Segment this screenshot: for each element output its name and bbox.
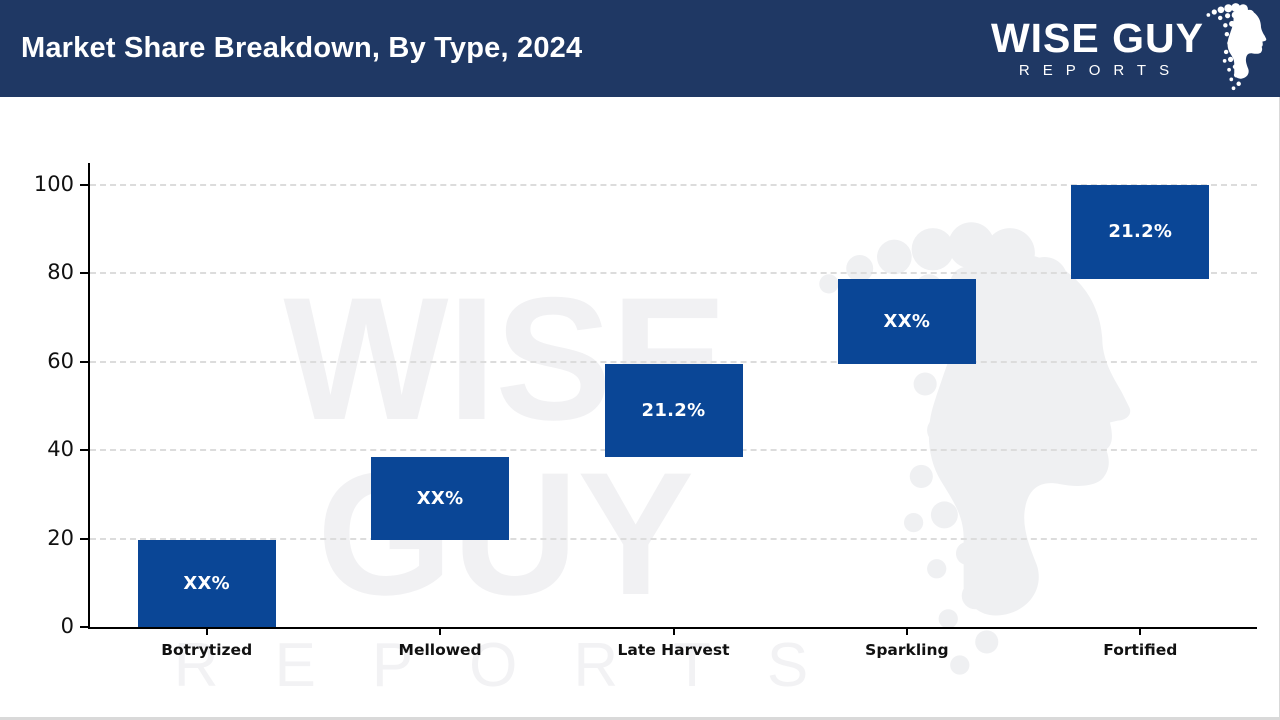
- x-axis-label-3: Sparkling: [865, 641, 949, 659]
- x-axis-tick-4: [1139, 627, 1142, 635]
- x-axis-label-4: Fortified: [1103, 641, 1178, 659]
- bar-late-harvest: 21.2%: [604, 363, 743, 458]
- x-axis-label-0: Botrytized: [161, 641, 253, 659]
- x-axis-tick-1: [439, 627, 442, 635]
- bar-value-label: XX%: [183, 572, 231, 594]
- brand-subtitle: REPORTS: [1018, 62, 1183, 79]
- y-axis-label-80: 80: [47, 260, 74, 285]
- bar-value-label: 21.2%: [1108, 221, 1173, 243]
- gridline-80: [90, 272, 1257, 275]
- bar-mellowed: XX%: [371, 457, 510, 540]
- y-axis-tick-80: [80, 272, 89, 275]
- bar-fortified: 21.2%: [1071, 185, 1210, 279]
- bar-botrytized: XX%: [137, 539, 276, 627]
- bar-sparkling: XX%: [837, 278, 976, 364]
- y-axis-tick-40: [80, 449, 89, 452]
- brand-logo-text: WISE GUY REPORTS: [990, 15, 1204, 80]
- y-axis-label-60: 60: [47, 348, 74, 373]
- y-axis-label-20: 20: [47, 525, 74, 550]
- y-axis-label-40: 40: [47, 437, 74, 462]
- gridline-20: [90, 537, 1257, 540]
- y-axis-tick-60: [80, 360, 89, 363]
- y-axis-label-100: 100: [33, 172, 74, 197]
- bar-value-label: XX%: [883, 310, 931, 332]
- gridline-100: [90, 184, 1257, 187]
- x-axis-label-2: Late Harvest: [617, 641, 730, 659]
- y-axis-tick-100: [80, 184, 89, 187]
- x-axis-tick-0: [205, 627, 208, 635]
- page-title: Market Share Breakdown, By Type, 2024: [21, 32, 583, 64]
- x-axis-label-1: Mellowed: [398, 641, 482, 659]
- y-axis-tick-20: [80, 537, 89, 540]
- y-axis-label-0: 0: [60, 614, 74, 638]
- brand-name: WISE GUY: [990, 15, 1204, 61]
- plot-area: 0 20 40 60 80 100 Botrytized XX% Mellowed XX% Late…: [34, 163, 1257, 659]
- brand-logo: WISE GUY REPORTS: [990, 2, 1280, 95]
- header-bar: Market Share Breakdown, By Type, 2024 WI…: [0, 0, 1280, 97]
- gridline-60: [90, 360, 1257, 363]
- x-axis-tick-3: [905, 627, 908, 635]
- x-axis-tick-2: [672, 627, 675, 635]
- y-axis-tick-0: [80, 626, 89, 628]
- bar-value-label: XX%: [416, 487, 464, 509]
- bar-value-label: 21.2%: [641, 399, 706, 421]
- wise-guy-face-icon: [1206, 2, 1267, 90]
